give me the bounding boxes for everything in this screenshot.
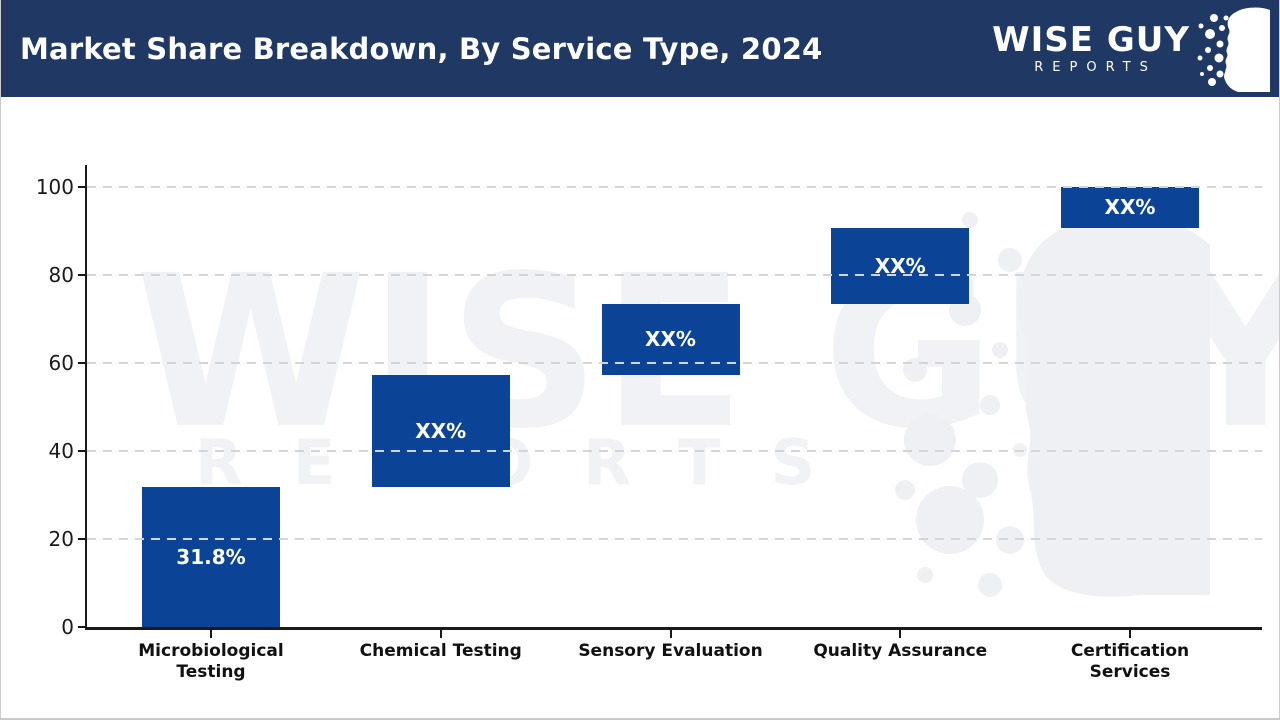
gridline (87, 362, 1262, 364)
bar-value-label: XX% (415, 418, 467, 443)
x-category-label-line: Certification (1070, 641, 1190, 661)
page-title: Market Share Breakdown, By Service Type,… (20, 31, 823, 66)
x-category-label-line: Quality Assurance (813, 641, 988, 661)
x-tick-mark (439, 630, 442, 638)
bar-value-label: 31.8% (176, 545, 246, 570)
y-tick-label: 0 (61, 615, 74, 639)
logo-subtitle: REPORTS (1034, 59, 1157, 75)
x-tick-mark (899, 630, 902, 638)
gridline (87, 450, 1262, 452)
y-tick-mark (78, 626, 85, 628)
bar-sensory-evaluation: XX% (601, 303, 740, 375)
y-tick-label: 100 (35, 175, 74, 199)
bar-value-label: XX% (645, 327, 696, 352)
y-tick-label: 80 (48, 263, 74, 287)
x-category-label: Microbiological Testing (91, 641, 331, 684)
y-tick-mark (78, 450, 85, 452)
bar-microbiological-testing: 31.8% (142, 487, 280, 627)
gridline (87, 274, 1262, 276)
y-tick-label: 40 (48, 439, 74, 463)
bar-certification-services: XX% (1061, 187, 1199, 228)
x-category-label: Sensory Evaluation (551, 641, 791, 662)
x-category-label-line: Testing (176, 662, 246, 683)
header-bar: Market Share Breakdown, By Service Type,… (0, 0, 1280, 97)
logo-text: WISE GUY REPORTS (992, 20, 1190, 75)
x-tick-mark (1129, 630, 1131, 638)
x-category-label-line: Microbiological (138, 641, 284, 661)
y-tick-mark (78, 362, 85, 364)
gridline (87, 538, 1262, 540)
gridline (87, 186, 1262, 188)
x-category-label-line: Services (1089, 662, 1171, 683)
x-category-label: Certification Services (1010, 641, 1250, 684)
logo-wordmark: WISE GUY (992, 20, 1190, 61)
x-category-label: Quality Assurance (780, 641, 1020, 662)
y-tick-mark (78, 274, 85, 276)
y-tick-label: 20 (48, 527, 74, 551)
y-tick-mark (78, 186, 85, 188)
bar-chemical-testing: XX% (371, 374, 510, 488)
bar-quality-assurance: XX% (831, 227, 970, 304)
x-category-label: Chemical Testing (321, 641, 561, 662)
logo-face-icon (1197, 7, 1270, 92)
logo-wiseguy: WISE GUY REPORTS (992, 4, 1270, 94)
bar-value-label: XX% (874, 253, 926, 278)
x-tick-mark (210, 630, 212, 638)
y-tick-mark (78, 538, 85, 540)
y-tick-label: 60 (48, 351, 74, 375)
bar-value-label: XX% (1104, 195, 1156, 220)
watermark-face-graphic (870, 212, 1210, 597)
y-axis-line (85, 165, 87, 630)
x-category-label-line: Sensory Evaluation (578, 641, 763, 661)
x-tick-mark (669, 630, 672, 638)
x-category-label-line: Chemical Testing (359, 641, 522, 661)
x-axis-line (85, 627, 1262, 630)
